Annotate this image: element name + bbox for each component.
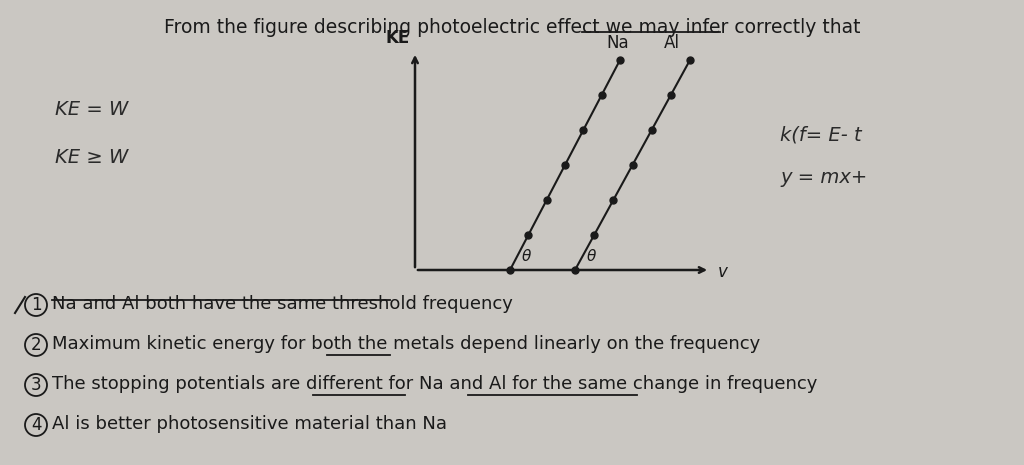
Text: 4: 4: [31, 416, 41, 434]
Text: 3: 3: [31, 376, 41, 394]
Text: KE ≥ W: KE ≥ W: [55, 148, 128, 167]
Text: 2: 2: [31, 336, 41, 354]
Text: From the figure describing photoelectric effect we may infer correctly that: From the figure describing photoelectric…: [164, 18, 860, 37]
Text: θ: θ: [522, 248, 531, 264]
Text: v: v: [718, 263, 728, 281]
Text: Na: Na: [606, 34, 630, 52]
Text: KE: KE: [386, 29, 410, 47]
Text: Maximum kinetic energy for both the metals depend linearly on the frequency: Maximum kinetic energy for both the meta…: [52, 335, 760, 353]
Text: Al: Al: [664, 34, 680, 52]
Text: 1: 1: [31, 296, 41, 314]
Text: y = mx+: y = mx+: [780, 168, 867, 187]
Text: Na and Al both have the same threshold frequency: Na and Al both have the same threshold f…: [52, 295, 513, 313]
Text: The stopping potentials are different for Na and Al for the same change in frequ: The stopping potentials are different fo…: [52, 375, 817, 393]
Text: θ: θ: [587, 248, 596, 264]
Text: KE = W: KE = W: [55, 100, 128, 119]
Text: Al is better photosensitive material than Na: Al is better photosensitive material tha…: [52, 415, 447, 433]
Text: k(f= E- t: k(f= E- t: [780, 125, 861, 144]
